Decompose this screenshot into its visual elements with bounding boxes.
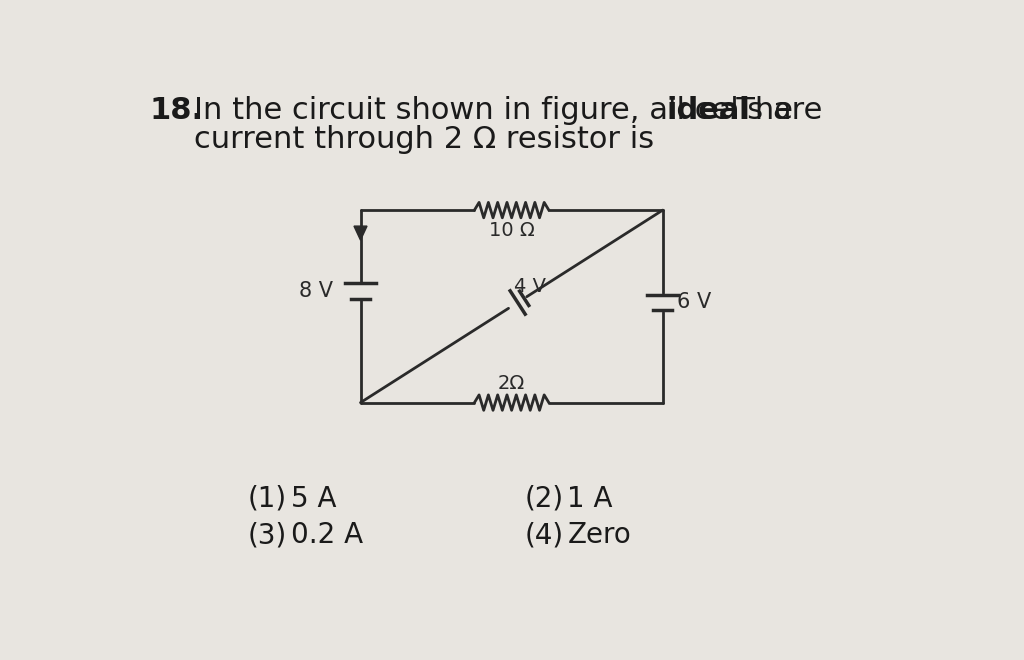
Text: 0.2 A: 0.2 A	[291, 521, 362, 549]
Polygon shape	[354, 226, 367, 240]
Text: (4): (4)	[524, 521, 564, 549]
Text: Zero: Zero	[567, 521, 631, 549]
Text: ideal: ideal	[667, 96, 751, 125]
Text: 4 V: 4 V	[514, 277, 546, 296]
Text: 5 A: 5 A	[291, 485, 336, 513]
Text: (1): (1)	[248, 485, 288, 513]
Text: 6 V: 6 V	[677, 292, 711, 312]
Text: 2Ω: 2Ω	[498, 374, 525, 393]
Text: current through 2 Ω resistor is: current through 2 Ω resistor is	[194, 125, 654, 154]
Text: 1 A: 1 A	[567, 485, 613, 513]
Text: 8 V: 8 V	[299, 281, 334, 301]
Text: 10 Ω: 10 Ω	[488, 221, 535, 240]
Text: . The: . The	[717, 96, 793, 125]
Text: In the circuit shown in figure, all cells are: In the circuit shown in figure, all cell…	[194, 96, 831, 125]
Text: 18.: 18.	[150, 96, 204, 125]
Text: (2): (2)	[524, 485, 564, 513]
Text: (3): (3)	[248, 521, 288, 549]
